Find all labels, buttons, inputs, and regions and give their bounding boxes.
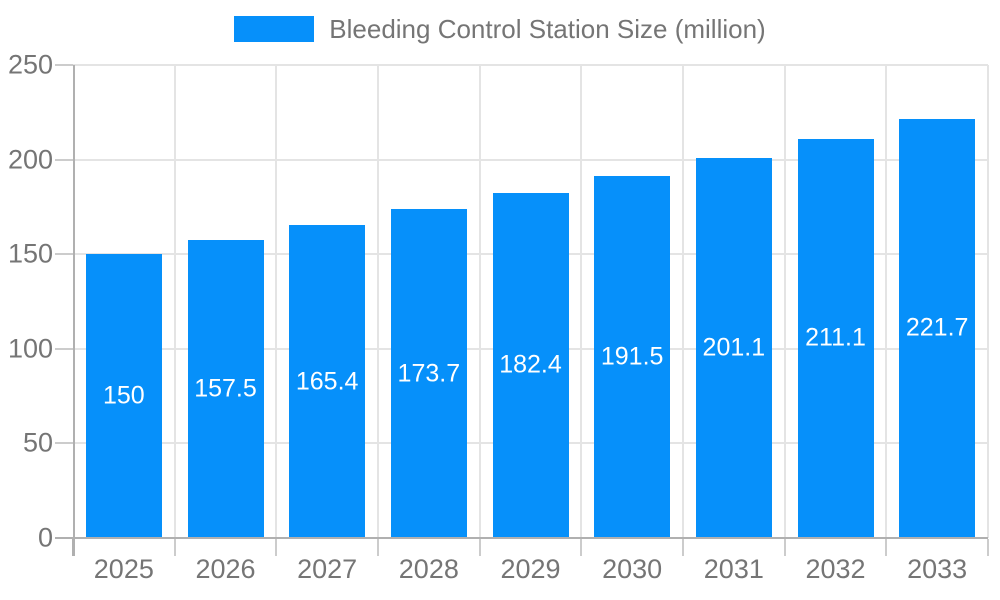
- y-axis-line: [73, 65, 75, 556]
- bar-2033[interactable]: 221.7: [899, 118, 976, 538]
- gridline-v-4: [478, 65, 481, 538]
- bar-2030[interactable]: 191.5: [594, 175, 671, 538]
- bar-value-2029: 182.4: [499, 350, 562, 379]
- gridline-h-200: [73, 158, 988, 161]
- x-axis-label-2027: 2027: [297, 554, 358, 584]
- x-axis-label-2025: 2025: [93, 554, 154, 584]
- x-tick-7: [783, 539, 786, 556]
- x-axis-label-2026: 2026: [195, 554, 256, 584]
- bar-value-2031: 201.1: [702, 333, 766, 362]
- bar-value-2033: 221.7: [905, 313, 969, 342]
- bar-value-2027: 165.4: [295, 367, 359, 396]
- y-axis-label-0: 0: [37, 522, 53, 553]
- bar-2031[interactable]: 201.1: [695, 157, 772, 538]
- bar-value-2032: 211.1: [805, 323, 866, 352]
- y-tick-100: [55, 347, 73, 350]
- y-tick-150: [55, 253, 73, 256]
- bar-value-2028: 173.7: [397, 359, 461, 388]
- legend-swatch: [234, 16, 315, 42]
- legend-label: Bleeding Control Station Size (million): [329, 14, 766, 44]
- bar-2027[interactable]: 165.4: [289, 225, 366, 538]
- gridline-v-7: [783, 65, 786, 538]
- gridline-v-1: [173, 65, 176, 538]
- x-axis-label-2033: 2033: [907, 554, 968, 584]
- gridline-h-250: [73, 64, 988, 66]
- y-axis-label-150: 150: [7, 238, 53, 269]
- legend[interactable]: Bleeding Control Station Size (million): [0, 14, 1000, 44]
- x-axis-label-2029: 2029: [500, 554, 561, 584]
- bar-2026[interactable]: 157.5: [187, 240, 264, 538]
- x-axis-label-2030: 2030: [602, 554, 663, 584]
- x-axis-line: [55, 537, 988, 539]
- gridline-v-6: [682, 65, 684, 538]
- bar-2025[interactable]: 150: [85, 254, 162, 538]
- bar-2028[interactable]: 173.7: [390, 209, 467, 538]
- gridline-v-5: [580, 65, 583, 538]
- y-axis-label-250: 250: [7, 49, 53, 80]
- x-tick-5: [580, 539, 583, 556]
- gridline-v-9: [987, 65, 989, 538]
- x-tick-1: [173, 539, 176, 556]
- bar-value-2030: 191.5: [600, 342, 664, 371]
- x-tick-4: [478, 539, 481, 556]
- y-axis-label-200: 200: [7, 144, 53, 175]
- plot-area: 150 157.5 165.4 173.7 182.4 191.5 201.1 211.1 22…: [73, 64, 989, 538]
- gridline-v-2: [275, 65, 278, 538]
- y-axis-label-50: 50: [22, 427, 53, 458]
- bar-2032[interactable]: 211.1: [797, 138, 874, 538]
- x-axis-label-2032: 2032: [805, 554, 866, 584]
- y-tick-50: [55, 442, 73, 445]
- x-tick-3: [377, 539, 379, 556]
- bar-2029[interactable]: 182.4: [492, 192, 569, 538]
- x-tick-2: [275, 539, 278, 556]
- x-axis-label-2028: 2028: [398, 554, 459, 584]
- x-tick-6: [682, 539, 684, 556]
- bar-value-2025: 150: [102, 381, 145, 410]
- bar-value-2026: 157.5: [194, 374, 257, 403]
- x-tick-8: [885, 539, 888, 556]
- y-tick-250: [55, 64, 73, 66]
- gridline-v-8: [885, 65, 888, 538]
- y-tick-200: [55, 158, 73, 161]
- x-axis-label-2031: 2031: [703, 554, 764, 584]
- y-axis-label-100: 100: [7, 333, 53, 364]
- x-tick-9: [987, 539, 989, 556]
- gridline-v-3: [377, 65, 379, 538]
